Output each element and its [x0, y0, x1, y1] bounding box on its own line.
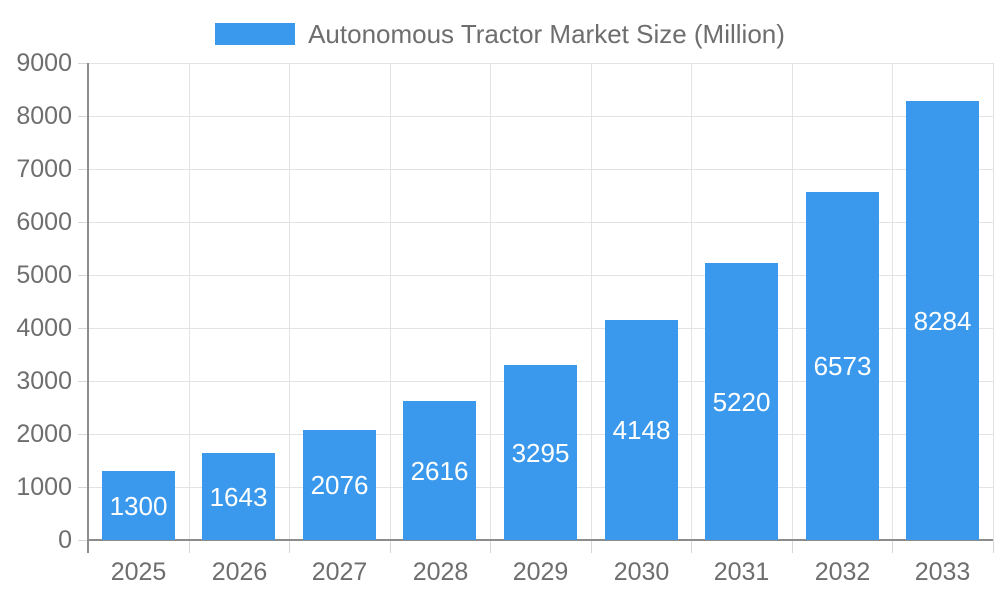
y-axis-label: 2000: [16, 420, 72, 448]
y-axis-label: 3000: [16, 367, 72, 395]
bar-value-label: 2616: [410, 455, 469, 486]
y-gridline: [88, 63, 993, 64]
x-tick: [390, 540, 391, 553]
x-axis-label: 2030: [613, 558, 670, 586]
x-tick: [591, 540, 592, 553]
x-axis-label: 2026: [211, 558, 268, 586]
y-axis-label: 9000: [16, 49, 72, 77]
bar-value-label: 2076: [310, 470, 369, 500]
bar-2026[interactable]: 1643: [202, 453, 275, 540]
x-gridline: [792, 63, 793, 540]
bar-2028[interactable]: 2616: [403, 401, 476, 540]
x-gridline: [591, 63, 592, 540]
x-gridline: [691, 63, 692, 540]
legend-swatch-icon: [215, 23, 296, 45]
y-gridline: [88, 328, 993, 329]
bar-2027[interactable]: 2076: [303, 430, 376, 540]
x-axis-label: 2028: [412, 558, 469, 586]
bar-value-label: 3295: [511, 437, 570, 468]
y-axis-line: [87, 63, 89, 553]
y-axis-label: 7000: [16, 155, 72, 183]
y-tick: [78, 328, 88, 329]
y-axis-label: 8000: [16, 102, 72, 130]
x-axis-label: 2031: [713, 558, 770, 586]
x-axis-label: 2025: [110, 558, 167, 586]
x-tick: [289, 540, 290, 553]
y-tick: [78, 540, 88, 541]
x-tick: [691, 540, 692, 553]
x-axis-line: [87, 539, 993, 541]
x-axis-label: 2027: [311, 558, 368, 586]
y-tick: [78, 487, 88, 488]
bar-value-label: 1643: [209, 481, 268, 512]
y-gridline: [88, 222, 993, 223]
x-tick: [189, 540, 190, 553]
bar-value-label: 5220: [712, 386, 771, 417]
x-axis-label: 2029: [512, 558, 569, 586]
bar-2031[interactable]: 5220: [705, 263, 778, 540]
x-tick: [993, 540, 994, 553]
bar-value-label: 8284: [913, 305, 972, 336]
x-tick: [892, 540, 893, 553]
x-gridline: [993, 63, 994, 540]
y-axis-label: 1000: [16, 473, 72, 501]
bar-value-label: 6573: [813, 351, 872, 381]
y-tick: [78, 169, 88, 170]
x-axis-label: 2033: [914, 558, 971, 586]
x-gridline: [189, 63, 190, 540]
y-axis-label: 5000: [16, 261, 72, 289]
y-axis-label: 6000: [16, 208, 72, 236]
x-gridline: [289, 63, 290, 540]
y-tick: [78, 381, 88, 382]
x-tick: [792, 540, 793, 553]
x-gridline: [892, 63, 893, 540]
y-gridline: [88, 116, 993, 117]
y-tick: [78, 275, 88, 276]
chart-legend[interactable]: Autonomous Tractor Market Size (Million): [0, 18, 1000, 50]
y-gridline: [88, 275, 993, 276]
bar-2025[interactable]: 1300: [102, 471, 175, 540]
y-gridline: [88, 169, 993, 170]
bar-2029[interactable]: 3295: [504, 365, 577, 540]
bar-2030[interactable]: 4148: [605, 320, 678, 540]
legend-label: Autonomous Tractor Market Size (Million): [308, 18, 785, 49]
y-axis-label: 0: [58, 526, 72, 554]
x-axis-label: 2032: [814, 558, 871, 586]
bar-value-label: 4148: [612, 415, 671, 445]
bar-value-label: 1300: [109, 490, 168, 521]
x-gridline: [390, 63, 391, 540]
x-gridline: [490, 63, 491, 540]
x-tick: [490, 540, 491, 553]
bar-2032[interactable]: 6573: [806, 192, 879, 540]
y-tick: [78, 63, 88, 64]
y-tick: [78, 116, 88, 117]
y-axis-label: 4000: [16, 314, 72, 342]
y-tick: [78, 434, 88, 435]
y-tick: [78, 222, 88, 223]
bar-2033[interactable]: 8284: [906, 101, 979, 540]
